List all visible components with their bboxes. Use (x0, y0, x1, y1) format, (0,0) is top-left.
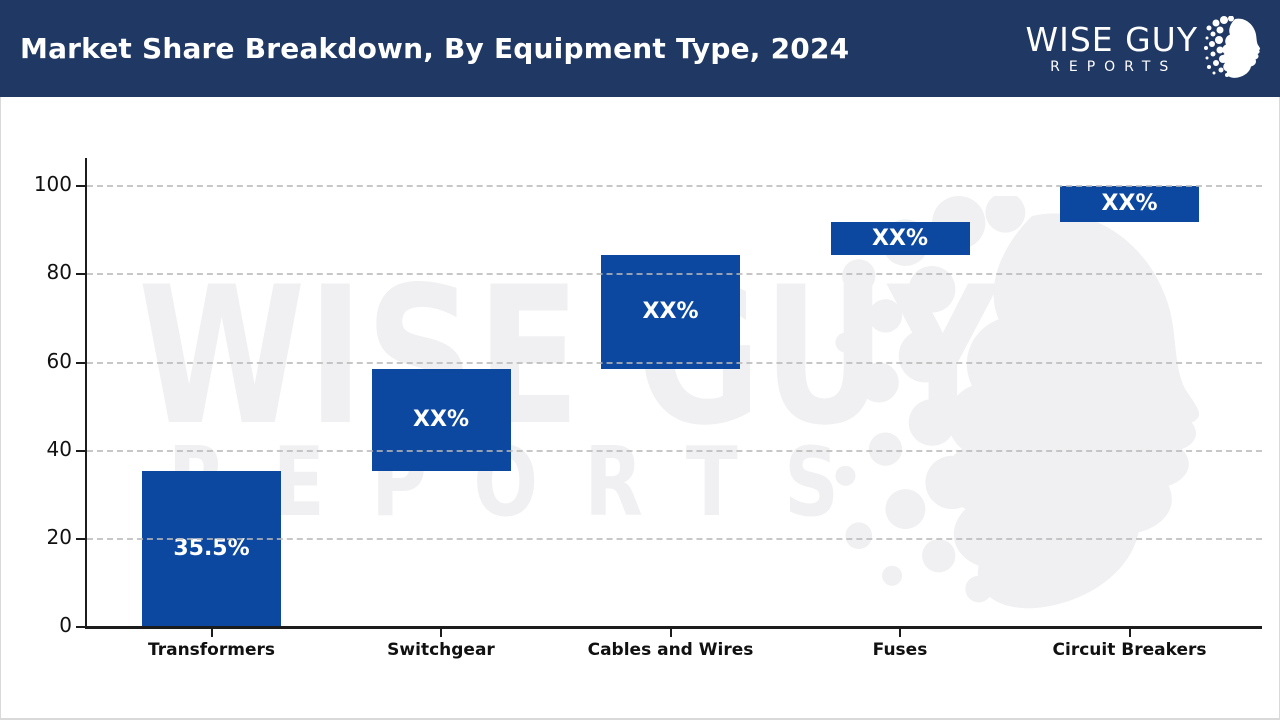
x-axis-line (85, 626, 1262, 629)
y-axis-line (85, 158, 87, 628)
bar-fuses: XX% (830, 221, 970, 255)
x-tick-switchgear (440, 629, 442, 637)
gridline-60 (87, 361, 1262, 364)
y-tick-label-0: 0 (59, 613, 72, 637)
logo-face-dots-icon (1202, 16, 1262, 81)
y-tick-40 (76, 449, 85, 452)
gridline-40 (87, 449, 1262, 452)
y-tick-label-60: 60 (46, 348, 72, 373)
bar-transformers: 35.5% (142, 470, 281, 627)
bar-switchgear: XX% (371, 369, 511, 471)
y-tick-20 (76, 537, 85, 540)
brand-logo: WISE GUY REPORTS (1025, 16, 1266, 81)
x-tick-transformers (210, 629, 213, 637)
y-tick-label-20: 20 (46, 524, 72, 549)
logo-subtitle: REPORTS (1050, 58, 1178, 75)
y-tick-0 (76, 626, 85, 628)
bar-value-label: XX% (1101, 191, 1158, 217)
x-tick-label-transformers: Transformers (147, 640, 275, 660)
x-tick-label-switchgear: Switchgear (387, 640, 495, 660)
y-tick-80 (76, 273, 85, 276)
x-tick-label-circuit-breakers: Circuit Breakers (1052, 640, 1207, 660)
x-tick-fuses (899, 629, 901, 637)
y-tick-label-40: 40 (46, 436, 72, 461)
x-tick-cables-and-wires (669, 629, 672, 637)
gridline-80 (87, 273, 1262, 276)
x-tick-label-fuses: Fuses (872, 640, 928, 660)
logo-wordmark: WISE GUY (1025, 19, 1198, 59)
bar-cables-and-wires: XX% (601, 254, 740, 370)
x-tick-circuit-breakers (1128, 629, 1131, 637)
chart-title: Market Share Breakdown, By Equipment Typ… (20, 32, 850, 65)
bar-value-label: 35.5% (173, 536, 250, 562)
x-tick-label-cables-and-wires: Cables and Wires (587, 640, 754, 660)
header-bar: Market Share Breakdown, By Equipment Typ… (0, 0, 1280, 97)
y-tick-60 (76, 361, 85, 364)
bar-value-label: XX% (872, 225, 928, 251)
bar-circuit-breakers: XX% (1060, 186, 1199, 222)
y-tick-label-100: 100 (33, 172, 72, 197)
y-tick-100 (76, 185, 85, 188)
y-tick-label-80: 80 (46, 260, 72, 285)
bar-value-label: XX% (642, 299, 699, 325)
logo-text: WISE GUY REPORTS (1025, 23, 1198, 75)
gridline-20 (87, 537, 1262, 540)
bar-value-label: XX% (413, 407, 469, 433)
gridline-100 (87, 185, 1262, 188)
watermark-wordmark: WISE GUY (138, 246, 1000, 467)
